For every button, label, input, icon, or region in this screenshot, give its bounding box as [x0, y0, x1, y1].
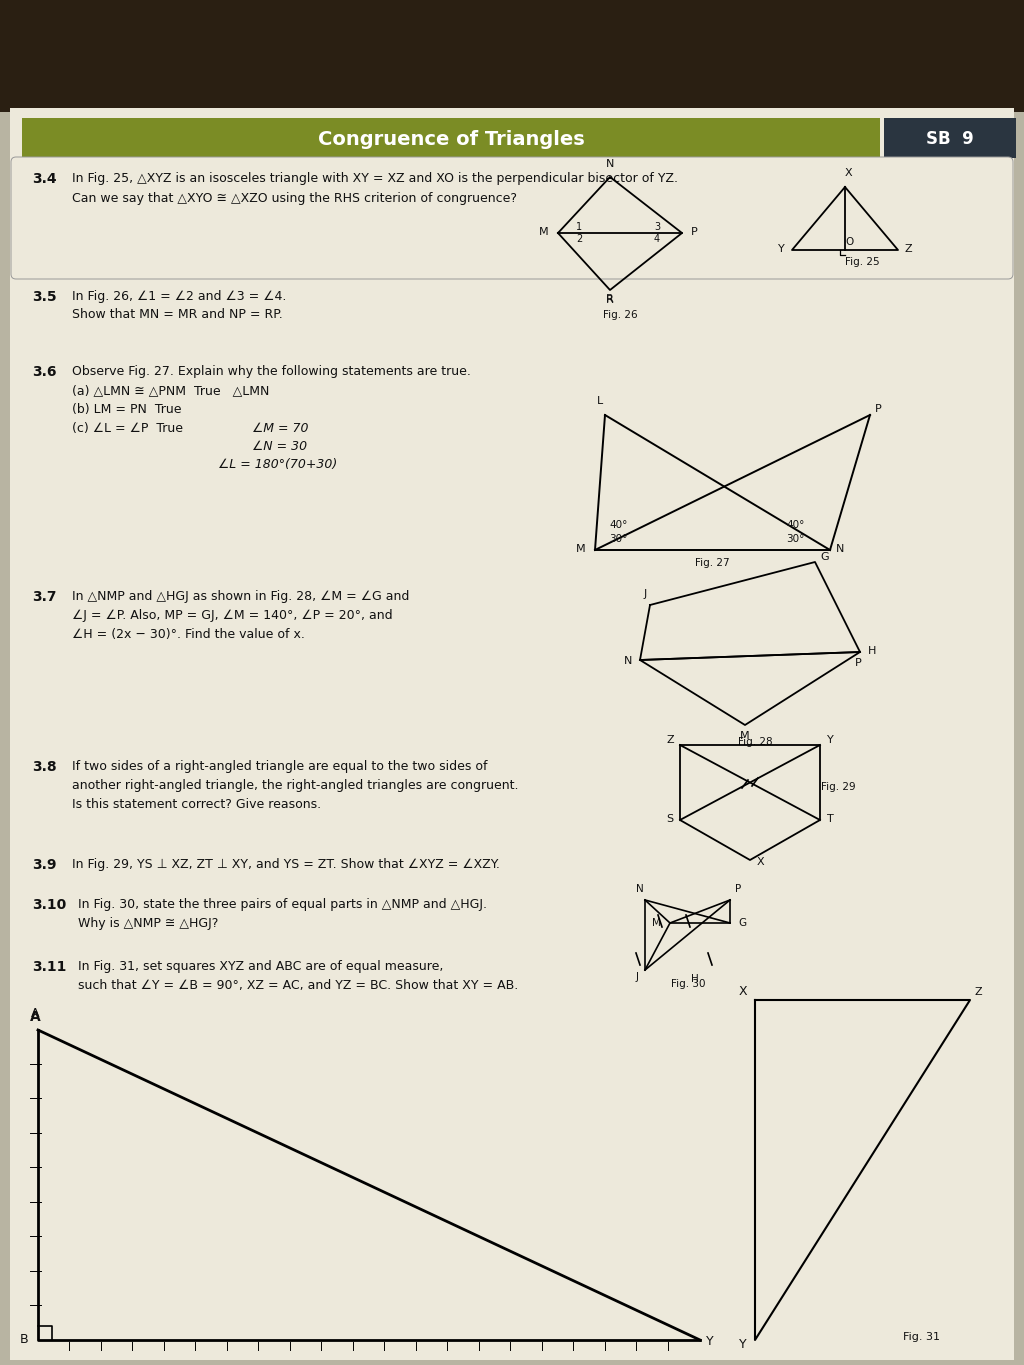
Text: Z: Z — [667, 734, 674, 745]
Text: 2: 2 — [575, 233, 583, 244]
FancyBboxPatch shape — [11, 157, 1013, 278]
Text: R: R — [606, 295, 613, 304]
Text: Can we say that △XYO ≅ △XZO using the RHS criterion of congruence?: Can we say that △XYO ≅ △XZO using the RH… — [72, 192, 517, 205]
Text: Z: Z — [904, 244, 911, 254]
Text: ∠J = ∠P. Also, MP = GJ, ∠M = 140°, ∠P = 20°, and: ∠J = ∠P. Also, MP = GJ, ∠M = 140°, ∠P = … — [72, 609, 392, 622]
Text: M: M — [577, 545, 586, 554]
Bar — [884, 117, 1016, 158]
Text: P: P — [690, 227, 697, 238]
Text: ∠N = 30: ∠N = 30 — [252, 440, 307, 453]
Text: (b) LM = PN  True: (b) LM = PN True — [72, 403, 181, 416]
Text: A: A — [30, 1010, 41, 1024]
Text: M: M — [540, 227, 549, 238]
Text: If two sides of a right-angled triangle are equal to the two sides of: If two sides of a right-angled triangle … — [72, 760, 487, 773]
Text: Fig. 26: Fig. 26 — [603, 310, 637, 319]
Text: N: N — [606, 158, 614, 169]
Text: 3.5: 3.5 — [32, 289, 56, 304]
Text: P: P — [855, 658, 861, 667]
Text: N: N — [624, 657, 632, 666]
Text: another right-angled triangle, the right-angled triangles are congruent.: another right-angled triangle, the right… — [72, 779, 518, 792]
Text: 3: 3 — [654, 222, 660, 232]
Text: In Fig. 26, ∠1 = ∠2 and ∠3 = ∠4.: In Fig. 26, ∠1 = ∠2 and ∠3 = ∠4. — [72, 289, 287, 303]
Text: Show that MN = MR and NP = RP.: Show that MN = MR and NP = RP. — [72, 308, 283, 321]
Text: In Fig. 31, set squares XYZ and ABC are of equal measure,: In Fig. 31, set squares XYZ and ABC are … — [78, 960, 443, 973]
Text: Y: Y — [777, 244, 784, 254]
Text: G: G — [738, 919, 746, 928]
Text: Fig. 27: Fig. 27 — [694, 558, 729, 568]
Text: ∠M = 70: ∠M = 70 — [252, 422, 308, 435]
Text: ∠H = (2x − 30)°. Find the value of x.: ∠H = (2x − 30)°. Find the value of x. — [72, 628, 305, 642]
Bar — [22, 117, 880, 158]
Text: 3.8: 3.8 — [32, 760, 56, 774]
Text: SB  9: SB 9 — [926, 130, 974, 147]
Text: Is this statement correct? Give reasons.: Is this statement correct? Give reasons. — [72, 799, 322, 811]
Text: In △NMP and △HGJ as shown in Fig. 28, ∠M = ∠G and: In △NMP and △HGJ as shown in Fig. 28, ∠M… — [72, 590, 410, 603]
Text: T: T — [826, 814, 834, 824]
Text: 3.6: 3.6 — [32, 364, 56, 379]
Text: 40°: 40° — [609, 520, 628, 530]
Text: S: S — [667, 814, 674, 824]
Text: 40°: 40° — [786, 520, 805, 530]
Text: X: X — [756, 857, 764, 867]
Text: Congruence of Triangles: Congruence of Triangles — [317, 130, 585, 149]
Text: A: A — [31, 1007, 39, 1020]
Text: O: O — [846, 238, 854, 247]
Text: H: H — [868, 646, 877, 657]
Text: 3.4: 3.4 — [32, 172, 56, 186]
Text: In Fig. 25, △XYZ is an isosceles triangle with XY = XZ and XO is the perpendicul: In Fig. 25, △XYZ is an isosceles triangl… — [72, 172, 678, 186]
Text: Fig. 29: Fig. 29 — [820, 782, 855, 792]
Text: B: B — [19, 1334, 29, 1346]
Text: 1: 1 — [575, 222, 582, 232]
Text: N: N — [636, 885, 644, 894]
Text: J: J — [636, 972, 639, 981]
Text: In Fig. 30, state the three pairs of equal parts in △NMP and △HGJ.: In Fig. 30, state the three pairs of equ… — [78, 898, 487, 910]
Text: R: R — [606, 293, 613, 304]
Text: N: N — [836, 545, 844, 554]
Text: 3.10: 3.10 — [32, 898, 67, 912]
Text: (c) ∠L = ∠P  True: (c) ∠L = ∠P True — [72, 422, 183, 435]
Text: 30°: 30° — [786, 534, 805, 545]
Text: P: P — [874, 404, 882, 414]
Text: 30°: 30° — [609, 534, 628, 545]
Text: Y: Y — [707, 1335, 714, 1349]
Text: Fig. 28: Fig. 28 — [737, 737, 772, 747]
Text: In Fig. 29, YS ⊥ XZ, ZT ⊥ XY, and YS = ZT. Show that ∠XYZ = ∠XZY.: In Fig. 29, YS ⊥ XZ, ZT ⊥ XY, and YS = Z… — [72, 859, 500, 871]
Text: Z: Z — [974, 987, 982, 996]
Text: J: J — [643, 590, 646, 599]
Text: such that ∠Y = ∠B = 90°, XZ = AC, and YZ = BC. Show that XY = AB.: such that ∠Y = ∠B = 90°, XZ = AC, and YZ… — [78, 979, 518, 992]
Text: M: M — [651, 919, 660, 928]
Text: 3.11: 3.11 — [32, 960, 67, 975]
Text: M: M — [740, 732, 750, 741]
Text: L: L — [597, 396, 603, 405]
Text: Observe Fig. 27. Explain why the following statements are true.: Observe Fig. 27. Explain why the followi… — [72, 364, 471, 378]
Text: (a) △LMN ≅ △PNM  True   △LMN: (a) △LMN ≅ △PNM True △LMN — [72, 384, 269, 397]
Text: 3.9: 3.9 — [32, 859, 56, 872]
Text: X: X — [844, 168, 852, 177]
Text: 3.7: 3.7 — [32, 590, 56, 603]
Text: X: X — [738, 986, 748, 998]
Text: ∠L = 180°(70+30): ∠L = 180°(70+30) — [218, 459, 337, 471]
Text: Y: Y — [826, 734, 834, 745]
Bar — [0, 0, 1024, 112]
Text: Fig. 30: Fig. 30 — [671, 979, 706, 990]
Text: H: H — [691, 975, 698, 984]
Text: G: G — [820, 551, 828, 562]
Text: 4: 4 — [654, 233, 660, 244]
Text: Why is △NMP ≅ △HGJ?: Why is △NMP ≅ △HGJ? — [78, 917, 218, 930]
Text: Y: Y — [739, 1338, 746, 1351]
Text: Fig. 31: Fig. 31 — [903, 1332, 940, 1342]
Text: Fig. 25: Fig. 25 — [845, 257, 880, 268]
Text: P: P — [735, 885, 741, 894]
